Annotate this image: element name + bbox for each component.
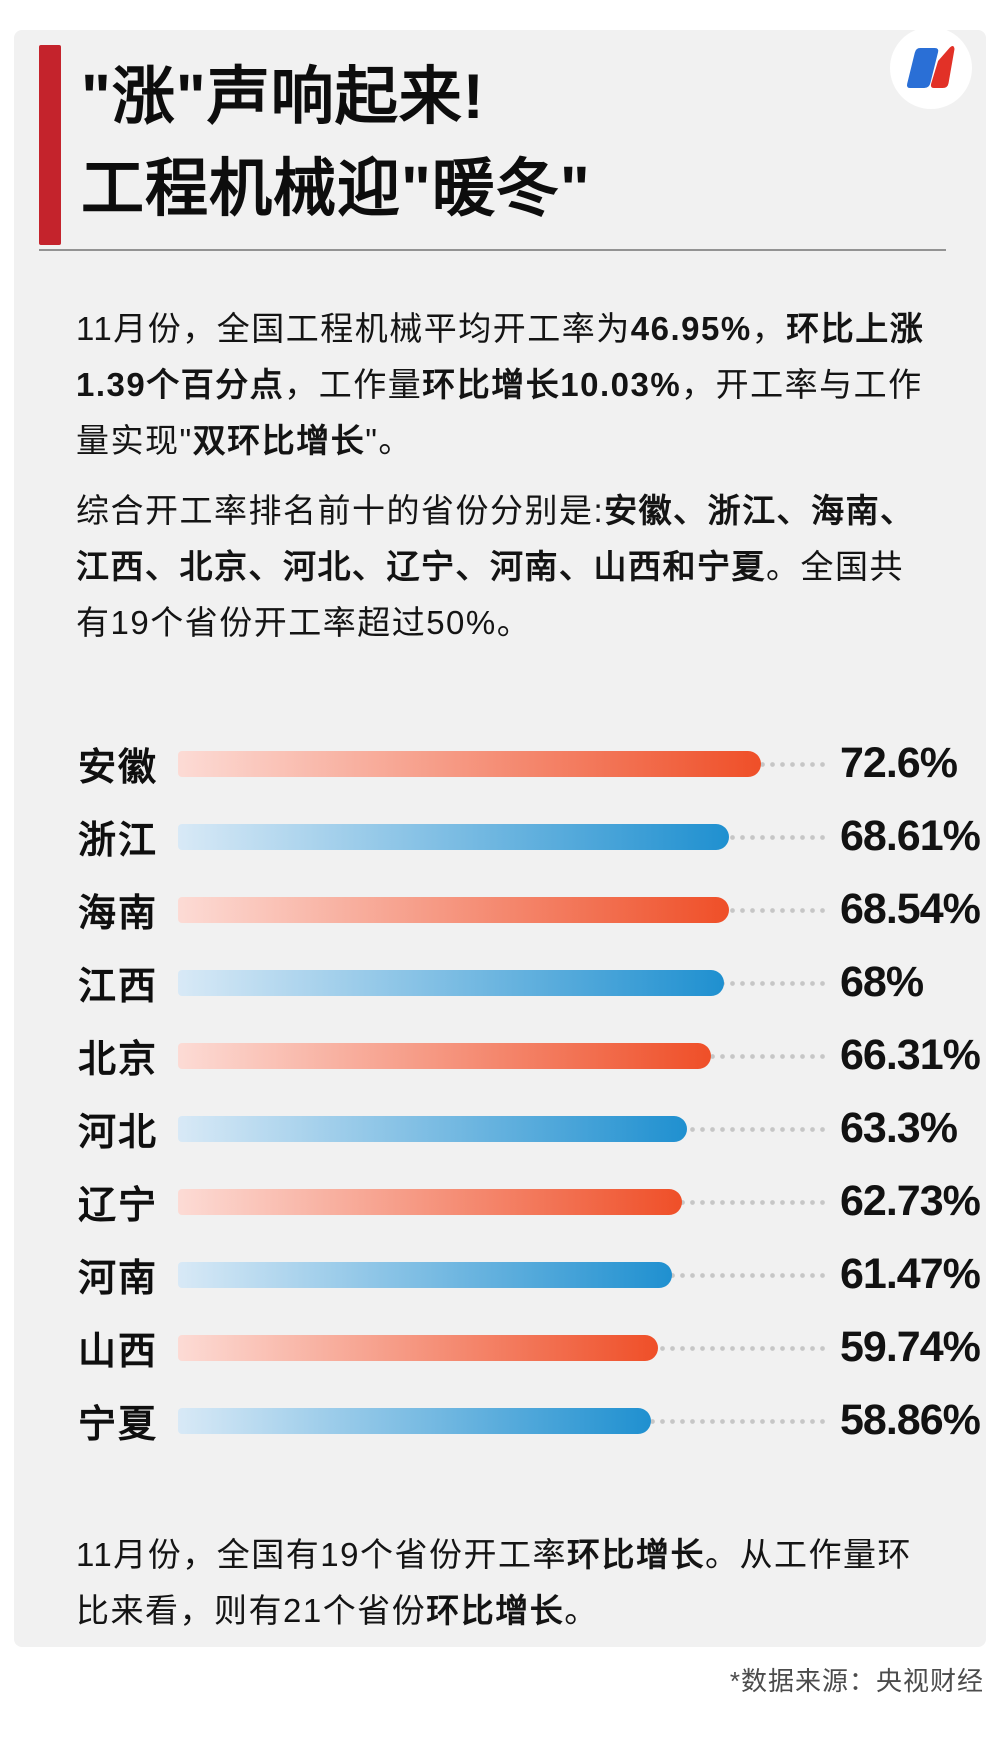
chart-row: 宁夏 58.86% <box>14 1384 986 1457</box>
paragraph-summary: 11月份，全国工程机械平均开工率为46.95%，环比上涨1.39个百分点，工作量… <box>76 301 936 469</box>
bar-track <box>178 1188 840 1215</box>
paragraph-provinces: 综合开工率排名前十的省份分别是:安徽、浙江、海南、江西、北京、河北、辽宁、河南、… <box>76 483 936 651</box>
source-note: *数据来源：央视财经 <box>729 1666 984 1696</box>
header: "涨"声响起来! 工程机械迎"暖冬" <box>39 45 986 245</box>
bar-value: 68.54% <box>840 885 981 933</box>
chart-row: 海南 68.54% <box>14 873 986 946</box>
bar <box>178 969 725 996</box>
chart-row: 安徽 72.6% <box>14 727 986 800</box>
emphasis-text: 46.95% <box>630 310 752 347</box>
bar-label: 浙江 <box>78 820 159 862</box>
bar-track <box>178 1261 840 1288</box>
chart: 安徽 72.6% 浙江 68.61% 海南 68.54% 江西 68% 北京 66.31% 河北 63… <box>14 727 986 1457</box>
nbd-logo-icon <box>890 30 972 109</box>
chart-row: 江西 68% <box>14 946 986 1019</box>
bar-track <box>178 1042 840 1069</box>
bar-label: 安徽 <box>78 747 159 789</box>
bar-track <box>178 1115 840 1142</box>
title-line-2: 工程机械迎"暖冬" <box>81 154 591 224</box>
accent-bar <box>39 45 61 245</box>
content-card: "涨"声响起来! 工程机械迎"暖冬" 11月份，全国工程机械平均开工率为46.9… <box>14 30 986 1647</box>
body-text: ， <box>751 310 787 347</box>
emphasis-text: 安徽、浙江、海南、江西、北京、河北、辽宁、河南、山西和宁夏 <box>76 492 915 585</box>
bar-track <box>178 823 840 850</box>
chart-row: 浙江 68.61% <box>14 800 986 873</box>
body-text: 。 <box>564 1592 599 1629</box>
emphasis-text: 环比增长10.03% <box>422 366 682 403</box>
body-text: ，工作量 <box>284 366 423 403</box>
emphasis-text: 双环比增长 <box>192 422 366 459</box>
title-line-1: "涨"声响起来! <box>81 62 485 132</box>
bar-label: 宁夏 <box>78 1404 159 1446</box>
bar-value: 68% <box>840 958 924 1006</box>
bar <box>178 1334 658 1361</box>
emphasis-text: 环比上涨1.39个百分点 <box>76 310 925 403</box>
bar <box>178 1407 651 1434</box>
bar <box>178 1115 687 1142</box>
bar-value: 63.3% <box>840 1104 958 1152</box>
bar-label: 江西 <box>78 966 159 1008</box>
body-text: 11月份，全国有19个省份开工率 <box>76 1536 567 1573</box>
emphasis-text: 环比增长 <box>426 1592 565 1629</box>
page-title: "涨"声响起来! 工程机械迎"暖冬" <box>81 45 591 245</box>
bar-label: 辽宁 <box>78 1185 159 1227</box>
bar-track <box>178 750 840 777</box>
chart-row: 河南 61.47% <box>14 1238 986 1311</box>
bar <box>178 1261 672 1288</box>
bar <box>178 1188 682 1215</box>
chart-row: 北京 66.31% <box>14 1019 986 1092</box>
bar-track <box>178 969 840 996</box>
bar-track <box>178 1334 840 1361</box>
bar-track <box>178 896 840 923</box>
paragraph-footer: 11月份，全国有19个省份开工率环比增长。从工作量环比来看，则有21个省份环比增… <box>76 1527 936 1639</box>
bar-value: 72.6% <box>840 739 958 787</box>
bar <box>178 823 730 850</box>
bar <box>178 1042 711 1069</box>
bar <box>178 896 729 923</box>
bar-value: 59.74% <box>840 1323 981 1371</box>
body-text: 11月份，全国工程机械平均开工率为 <box>76 310 631 347</box>
bar-label: 河北 <box>78 1112 159 1154</box>
title-divider <box>39 249 946 251</box>
body-text: 综合开工率排名前十的省份分别是: <box>76 492 605 529</box>
infographic-page: "涨"声响起来! 工程机械迎"暖冬" 11月份，全国工程机械平均开工率为46.9… <box>0 30 1000 1745</box>
bar-label: 山西 <box>78 1331 159 1373</box>
body-text: ，开工率与工作量实现" <box>76 366 923 459</box>
bar <box>178 750 762 777</box>
emphasis-text: 环比增长 <box>566 1536 705 1573</box>
bar-value: 61.47% <box>840 1250 981 1298</box>
bar-track <box>178 1407 840 1434</box>
bar-value: 66.31% <box>840 1031 981 1079</box>
bar-value: 68.61% <box>840 812 981 860</box>
chart-row: 山西 59.74% <box>14 1311 986 1384</box>
bar-label: 北京 <box>78 1039 159 1081</box>
bar-value: 62.73% <box>840 1177 981 1225</box>
bar-value: 58.86% <box>840 1396 981 1444</box>
bar-label: 海南 <box>78 893 159 935</box>
chart-row: 河北 63.3% <box>14 1092 986 1165</box>
bar-label: 河南 <box>78 1258 159 1300</box>
body-text: 。从工作量环比来看，则有21个省份 <box>76 1536 912 1629</box>
chart-row: 辽宁 62.73% <box>14 1165 986 1238</box>
body-text: 。全国共有19个省份开工率超过50%。 <box>76 548 904 641</box>
body-text: "。 <box>365 422 413 459</box>
